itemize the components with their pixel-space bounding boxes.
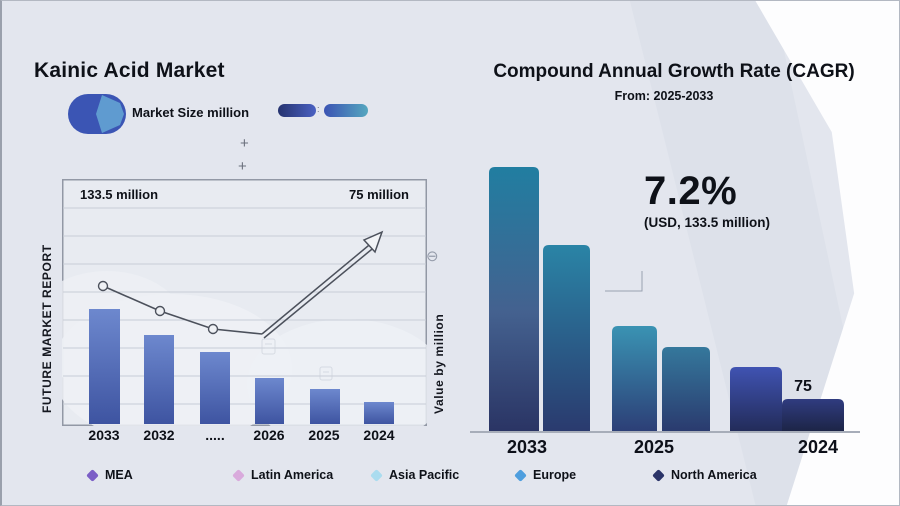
bar-2032	[144, 335, 174, 424]
bar-2024-b	[782, 399, 844, 432]
x-label: 2025	[634, 437, 674, 456]
cagr-detail: (USD, 133.5 million)	[644, 215, 771, 230]
bar-2033-a	[489, 167, 539, 432]
legend-item-mea: MEA	[86, 468, 133, 482]
bar-2024	[364, 402, 394, 424]
bar-2026	[255, 378, 284, 424]
market-size-bars	[89, 309, 394, 424]
legend-label: Europe	[533, 468, 577, 482]
legend-label: North America	[671, 468, 757, 482]
annotation-right: 75 million	[349, 187, 409, 202]
legend-label: MEA	[105, 468, 133, 482]
x-label: 2032	[143, 427, 175, 443]
market-size-chart: 133.5 million 75 million	[27, 179, 447, 449]
pill-separator: :	[317, 104, 320, 114]
bar-2025-a	[612, 326, 657, 432]
bar-2025-b	[662, 347, 710, 432]
legend-label: Latin America	[251, 468, 334, 482]
corner-bracket-decoration	[605, 271, 643, 292]
page-title: Kainic Acid Market	[34, 59, 225, 82]
legend-marker-icon	[232, 468, 245, 482]
watermark-future-market-report: FUTURE MARKET REPORT	[40, 244, 54, 413]
legend-marker-icon	[514, 468, 527, 482]
plus-icon: +	[238, 158, 247, 175]
x-label: 2025	[308, 427, 340, 443]
bar-value-label: 75	[794, 378, 812, 395]
x-label: 2033	[507, 437, 547, 456]
gradient-pill-teal	[324, 104, 368, 117]
bar-2024-a	[730, 367, 782, 432]
legend-item-latin-america: Latin America	[232, 468, 334, 482]
cagr-value: 7.2%	[644, 169, 738, 213]
plus-icon: +	[240, 135, 249, 152]
cagr-bars	[489, 167, 844, 432]
legend-marker-icon	[86, 468, 99, 482]
legend-marker-icon	[652, 468, 665, 482]
document-watermark-icon	[261, 338, 333, 381]
cylinder-icon	[68, 94, 126, 134]
legend-label: Asia Pacific	[389, 468, 460, 482]
gradient-pill-dark	[278, 104, 316, 117]
x-label: .....	[205, 427, 225, 443]
legend-marker-icon	[370, 468, 383, 482]
bar-dots	[200, 352, 230, 424]
x-label: 2024	[798, 437, 838, 456]
bar-2033	[89, 309, 120, 424]
legend-item-north-america: North America	[652, 468, 757, 482]
cagr-subtitle: From: 2025-2033	[614, 89, 714, 103]
market-size-label: Market Size million	[132, 105, 250, 120]
annotation-left: 133.5 million	[80, 187, 158, 202]
x-label: 2026	[253, 427, 285, 443]
legend: MEA Latin America Asia Pacific Europe No…	[2, 468, 899, 486]
legend-item-asia-pacific: Asia Pacific	[370, 468, 460, 482]
bar-2025	[310, 389, 340, 424]
x-label: 2024	[363, 427, 395, 443]
trend-line	[97, 230, 384, 339]
legend-item-europe: Europe	[514, 468, 577, 482]
value-axis-label: Value by million	[432, 313, 446, 414]
cagr-chart: 75 2033 2025 2024	[462, 151, 862, 461]
arrow-head-icon	[362, 230, 384, 254]
cagr-title: Compound Annual Growth Rate (CAGR)	[493, 61, 855, 82]
bar-2033-b	[543, 245, 590, 432]
x-label: 2033	[88, 427, 120, 443]
minus-circle-icon: ⊖	[426, 248, 439, 265]
